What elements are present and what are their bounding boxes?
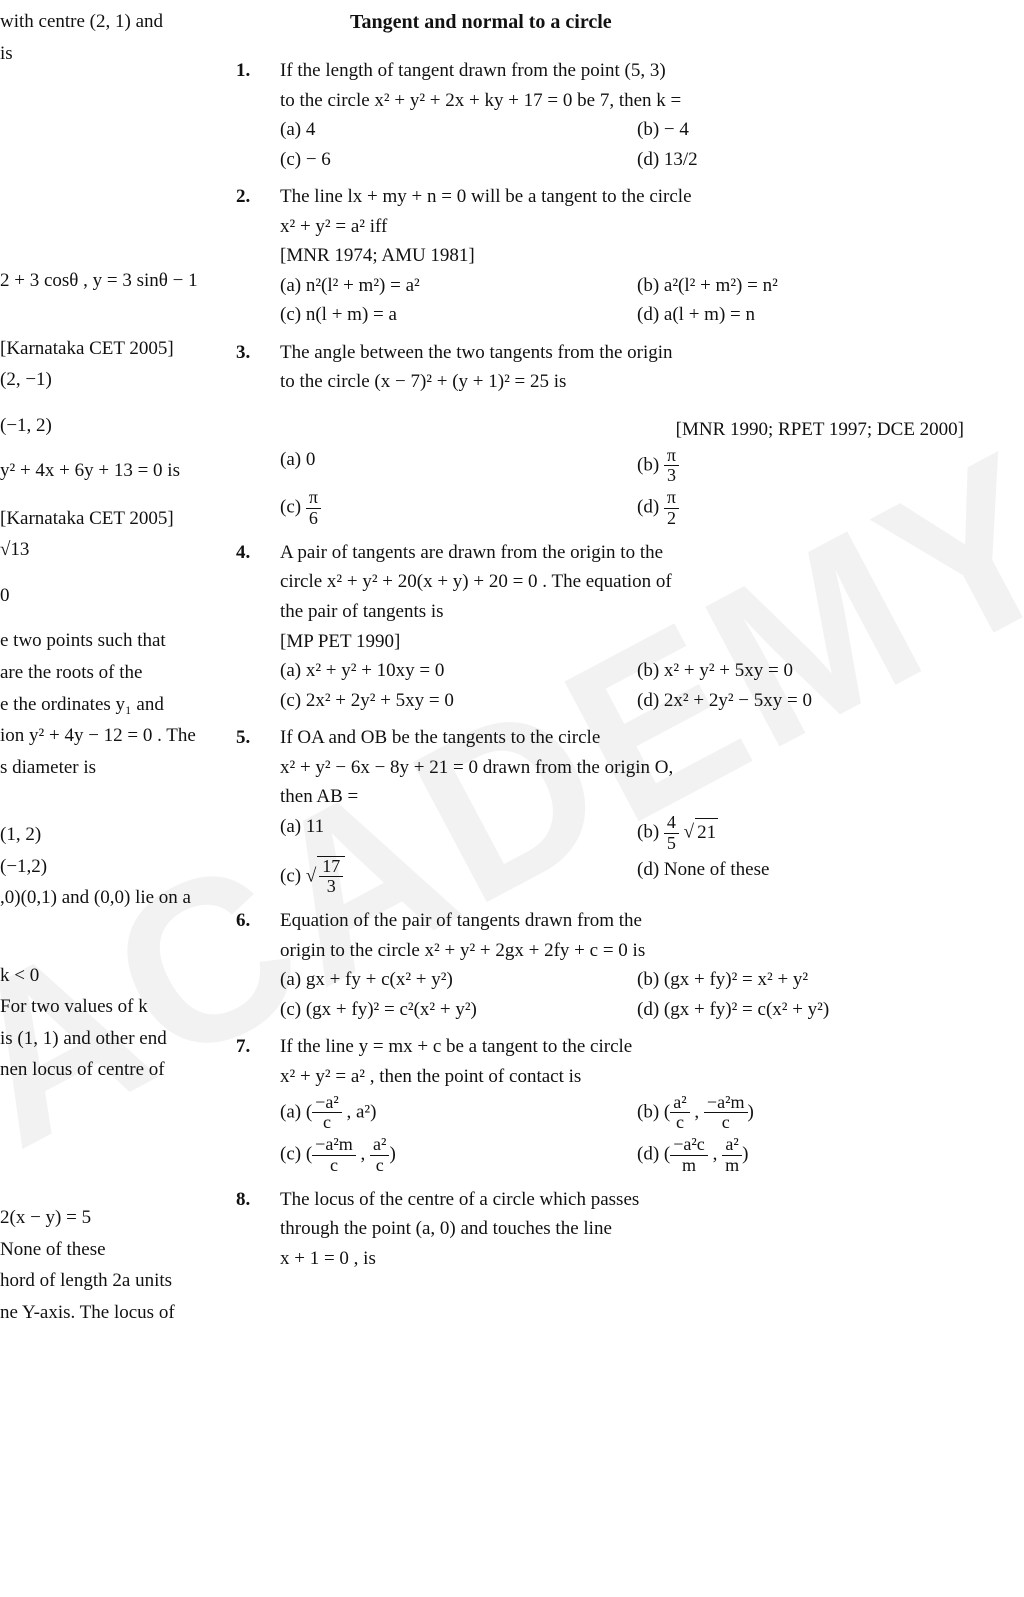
frag: k < 0 xyxy=(0,962,212,990)
qnum: 4. xyxy=(230,539,280,716)
frag: (1, 2) xyxy=(0,821,212,849)
qtext: If OA and OB be the tangents to the circ… xyxy=(280,724,994,752)
option-c: (c) − 6 xyxy=(280,146,637,174)
qtext: x² + y² = a² iff xyxy=(280,213,994,241)
frag: [Karnataka CET 2005] xyxy=(0,505,212,533)
option-a: (a) (−a²c , a²) xyxy=(280,1093,637,1134)
option-d: (d) a(l + m) = n xyxy=(637,301,994,329)
qnum: 8. xyxy=(230,1186,280,1275)
option-a: (a) 4 xyxy=(280,116,637,144)
qtext: to the circle x² + y² + 2x + ky + 17 = 0… xyxy=(280,87,994,115)
option-b: (b) (gx + fy)² = x² + y² xyxy=(637,966,994,994)
option-c: (c) 2x² + 2y² + 5xy = 0 xyxy=(280,687,637,715)
qtext: then AB = xyxy=(280,783,994,811)
option-a: (a) 11 xyxy=(280,813,637,854)
reference: [MNR 1974; AMU 1981] xyxy=(280,242,994,270)
qtext: If the length of tangent drawn from the … xyxy=(280,57,994,85)
qtext: to the circle (x − 7)² + (y + 1)² = 25 i… xyxy=(280,368,994,396)
frag: e two points such that xyxy=(0,627,212,655)
frag: √13 xyxy=(0,536,212,564)
frag: e the ordinates y₁ and xyxy=(0,691,212,719)
frag: 0 xyxy=(0,582,212,610)
question-7: 7. If the line y = mx + c be a tangent t… xyxy=(230,1033,994,1177)
option-a: (a) n²(l² + m²) = a² xyxy=(280,272,637,300)
option-a: (a) 0 xyxy=(280,446,637,487)
frag: ,0)(0,1) and (0,0) lie on a xyxy=(0,884,212,912)
frag: is xyxy=(0,40,212,68)
qnum: 7. xyxy=(230,1033,280,1177)
question-2: 2. The line lx + my + n = 0 will be a ta… xyxy=(230,183,994,331)
option-b: (b) π3 xyxy=(637,446,994,487)
question-1: 1. If the length of tangent drawn from t… xyxy=(230,57,994,175)
option-b: (b) x² + y² + 5xy = 0 xyxy=(637,657,994,685)
frag: y² + 4x + 6y + 13 = 0 is xyxy=(0,457,212,485)
frag: (−1, 2) xyxy=(0,412,212,440)
qtext: the pair of tangents is xyxy=(280,598,994,626)
qtext: The line lx + my + n = 0 will be a tange… xyxy=(280,183,994,211)
main-content: Tangent and normal to a circle 1. If the… xyxy=(220,0,1024,1597)
qtext: The locus of the centre of a circle whic… xyxy=(280,1186,994,1214)
qtext: origin to the circle x² + y² + 2gx + 2fy… xyxy=(280,937,994,965)
option-d: (d) (gx + fy)² = c(x² + y²) xyxy=(637,996,994,1024)
reference: [MP PET 1990] xyxy=(280,628,994,656)
option-b: (b) 45 √21 xyxy=(637,813,994,854)
qnum: 6. xyxy=(230,907,280,1025)
reference: [MNR 1990; RPET 1997; DCE 2000] xyxy=(280,416,994,444)
qtext: The angle between the two tangents from … xyxy=(280,339,994,367)
option-d: (d) 13/2 xyxy=(637,146,994,174)
qnum: 1. xyxy=(230,57,280,175)
frag: (2, −1) xyxy=(0,366,212,394)
question-3: 3. The angle between the two tangents fr… xyxy=(230,339,994,531)
frag: with centre (2, 1) and xyxy=(0,8,212,36)
frag: nen locus of centre of xyxy=(0,1056,212,1084)
option-d: (d) π2 xyxy=(637,488,994,529)
frag: are the roots of the xyxy=(0,659,212,687)
qnum: 2. xyxy=(230,183,280,331)
option-c: (c) (gx + fy)² = c²(x² + y²) xyxy=(280,996,637,1024)
option-a: (a) gx + fy + c(x² + y²) xyxy=(280,966,637,994)
qtext: Equation of the pair of tangents drawn f… xyxy=(280,907,994,935)
question-8: 8. The locus of the centre of a circle w… xyxy=(230,1186,994,1275)
question-4: 4. A pair of tangents are drawn from the… xyxy=(230,539,994,716)
frag: is (1, 1) and other end xyxy=(0,1025,212,1053)
frag: [Karnataka CET 2005] xyxy=(0,335,212,363)
option-b: (b) a²(l² + m²) = n² xyxy=(637,272,994,300)
section-heading: Tangent and normal to a circle xyxy=(350,8,994,37)
option-d: (d) None of these xyxy=(637,856,994,898)
frag: 2(x − y) = 5 xyxy=(0,1204,212,1232)
question-6: 6. Equation of the pair of tangents draw… xyxy=(230,907,994,1025)
option-c: (c) π6 xyxy=(280,488,637,529)
option-b: (b) (a²c , −a²mc) xyxy=(637,1093,994,1134)
frag: 2 + 3 cosθ , y = 3 sinθ − 1 xyxy=(0,267,212,295)
frag: hord of length 2a units xyxy=(0,1267,212,1295)
option-d: (d) (−a²cm , a²m) xyxy=(637,1135,994,1176)
qtext: x² + y² − 6x − 8y + 21 = 0 drawn from th… xyxy=(280,754,994,782)
frag: s diameter is xyxy=(0,754,212,782)
option-c: (c) √173 xyxy=(280,856,637,898)
qtext: x² + y² = a² , then the point of contact… xyxy=(280,1063,994,1091)
frag: For two values of k xyxy=(0,993,212,1021)
question-5: 5. If OA and OB be the tangents to the c… xyxy=(230,724,994,899)
qnum: 3. xyxy=(230,339,280,531)
qtext: through the point (a, 0) and touches the… xyxy=(280,1215,994,1243)
option-a: (a) x² + y² + 10xy = 0 xyxy=(280,657,637,685)
option-b: (b) − 4 xyxy=(637,116,994,144)
option-c: (c) (−a²mc , a²c) xyxy=(280,1135,637,1176)
qtext: circle x² + y² + 20(x + y) + 20 = 0 . Th… xyxy=(280,568,994,596)
frag: ne Y-axis. The locus of xyxy=(0,1299,212,1327)
frag: ion y² + 4y − 12 = 0 . The xyxy=(0,722,212,750)
option-c: (c) n(l + m) = a xyxy=(280,301,637,329)
option-d: (d) 2x² + 2y² − 5xy = 0 xyxy=(637,687,994,715)
left-column-fragments: with centre (2, 1) and is 2 + 3 cosθ , y… xyxy=(0,0,220,1597)
qtext: If the line y = mx + c be a tangent to t… xyxy=(280,1033,994,1061)
qnum: 5. xyxy=(230,724,280,899)
qtext: x + 1 = 0 , is xyxy=(280,1245,994,1273)
frag: None of these xyxy=(0,1236,212,1264)
frag: (−1,2) xyxy=(0,853,212,881)
qtext: A pair of tangents are drawn from the or… xyxy=(280,539,994,567)
